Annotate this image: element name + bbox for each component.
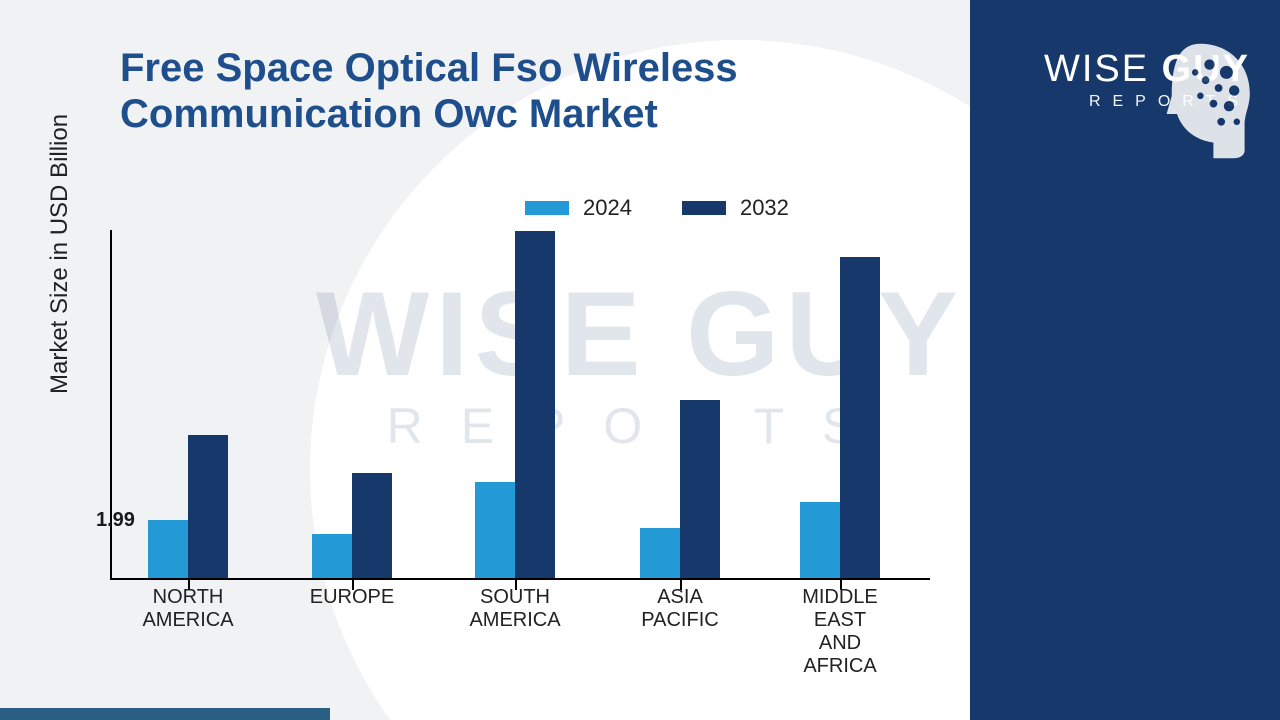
x-axis-label: NORTH AMERICA (108, 586, 268, 632)
bar-2032 (515, 231, 555, 578)
bar-2024 (312, 534, 352, 578)
legend-swatch-2032 (682, 201, 726, 215)
chart-area: 1.99 (110, 230, 930, 580)
legend-swatch-2024 (525, 201, 569, 215)
x-axis (110, 578, 930, 580)
chart-title: Free Space Optical Fso Wireless Communic… (120, 45, 820, 137)
bottom-strip (0, 708, 330, 720)
bar-2024 (148, 520, 188, 578)
x-axis-label: SOUTH AMERICA (435, 586, 595, 632)
bar-2032 (840, 257, 880, 578)
bar-2032 (680, 400, 720, 578)
brand-word1: WISE (1044, 48, 1149, 90)
legend: 2024 2032 (525, 195, 789, 221)
x-axis-label: ASIA PACIFIC (600, 586, 760, 632)
legend-item-2032: 2032 (682, 195, 789, 221)
bar-2024 (800, 502, 840, 578)
brand-head-icon (1138, 36, 1268, 166)
y-axis-label: Market Size in USD Billion (46, 114, 74, 394)
bar-2032 (188, 435, 228, 578)
stage: WISE GUY REPORTS Free Space Optical Fso … (0, 0, 1280, 720)
x-axis-label: MIDDLE EAST AND AFRICA (760, 586, 920, 678)
legend-label-2032: 2032 (740, 195, 789, 221)
bar-2024 (475, 482, 515, 578)
bar-2024 (640, 528, 680, 578)
bar-value-label: 1.99 (96, 509, 135, 532)
x-axis-label: EUROPE (272, 586, 432, 609)
legend-item-2024: 2024 (525, 195, 632, 221)
bar-2032 (352, 473, 392, 578)
legend-label-2024: 2024 (583, 195, 632, 221)
